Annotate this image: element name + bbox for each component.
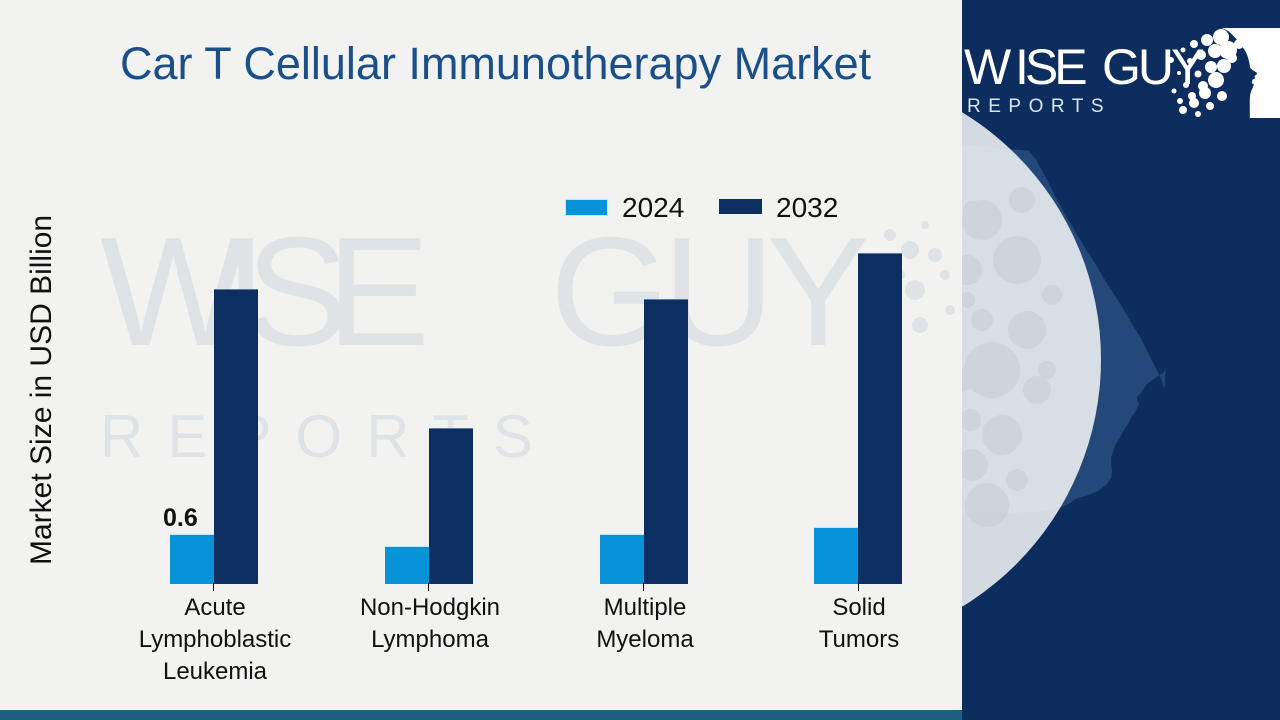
svg-text:REPORTS: REPORTS: [100, 403, 557, 470]
svg-text:REPORTS: REPORTS: [967, 96, 1111, 117]
svg-text:ISE: ISE: [1015, 39, 1086, 95]
svg-text:W: W: [964, 39, 1012, 95]
svg-text:GUY: GUY: [1102, 39, 1204, 95]
svg-text:GUY: GUY: [550, 205, 867, 378]
